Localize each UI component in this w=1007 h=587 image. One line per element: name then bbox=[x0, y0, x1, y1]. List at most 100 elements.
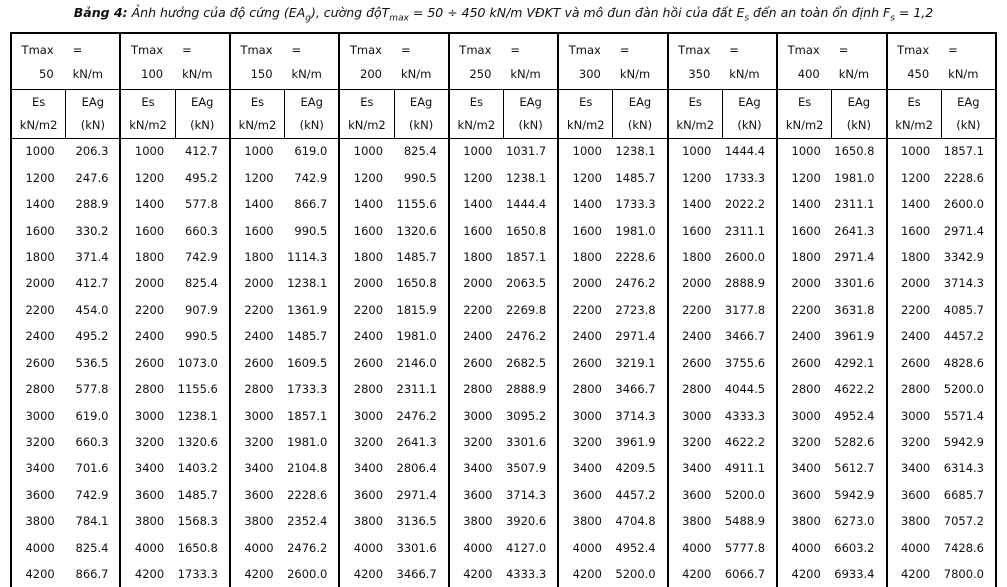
es-cell: 1800 bbox=[228, 243, 285, 271]
eag-cell: 1857.1 bbox=[505, 249, 547, 264]
es-cell: 2600 bbox=[228, 349, 285, 376]
group-header-unit: kN/m bbox=[400, 66, 432, 81]
eag-header-unit: (kN) bbox=[299, 117, 324, 132]
group-header-unit: kN/m bbox=[72, 66, 103, 81]
group-header-cell: Tmax = 250 kN/m bbox=[447, 33, 559, 90]
es-header-symbol: Es bbox=[798, 94, 812, 109]
group-header-unit: kN/m bbox=[948, 66, 979, 81]
eag-cell: 2888.9 bbox=[505, 382, 547, 397]
es-cell: 2600 bbox=[10, 349, 66, 376]
es-cell: 2400 bbox=[119, 323, 176, 350]
es-cell: 3800 bbox=[447, 508, 504, 535]
es-cell: 1000 bbox=[447, 138, 504, 165]
eag-cell: 2723.8 bbox=[615, 302, 656, 317]
es-cell: 2200 bbox=[447, 296, 504, 324]
es-cell: 4000 bbox=[119, 534, 176, 561]
es-cell: 1000 bbox=[557, 138, 613, 165]
es-cell: 3800 bbox=[557, 508, 613, 535]
eag-cell: 454.0 bbox=[75, 302, 109, 317]
eag-cell: 3095.2 bbox=[505, 408, 547, 423]
eag-cell: 577.8 bbox=[75, 382, 109, 397]
table-row: 3600 742.9 3600 1485.7 3600 2228.6 3600 2971.4 3… bbox=[10, 481, 996, 509]
es-cell: 3200 bbox=[119, 428, 176, 456]
eag-cell: 2228.6 bbox=[287, 487, 328, 502]
es-cell: 1400 bbox=[776, 190, 832, 218]
eag-cell: 784.1 bbox=[75, 514, 109, 529]
eag-cell: 1733.3 bbox=[724, 170, 766, 185]
eag-cell: 5282.6 bbox=[834, 435, 875, 450]
es-cell: 2200 bbox=[776, 296, 832, 324]
es-cell: 4200 bbox=[447, 561, 504, 587]
group-header-unit: kN/m bbox=[291, 66, 322, 81]
eag-cell: 495.2 bbox=[75, 329, 109, 344]
eag-cell: 1857.1 bbox=[287, 408, 328, 423]
es-cell: 3600 bbox=[557, 481, 613, 509]
eag-cell: 1444.4 bbox=[505, 197, 547, 212]
eag-cell: 3466.7 bbox=[724, 329, 766, 344]
eag-cell: 2022.2 bbox=[724, 197, 766, 212]
eag-cell: 6314.3 bbox=[943, 461, 984, 476]
es-cell: 3600 bbox=[228, 481, 285, 509]
eag-cell: 742.9 bbox=[184, 249, 218, 264]
eag-header-symbol: EAg bbox=[628, 94, 652, 109]
es-cell: 1400 bbox=[557, 190, 613, 218]
eag-cell: 5571.4 bbox=[943, 408, 984, 423]
eag-cell: 990.5 bbox=[403, 170, 437, 185]
table-row: 2000 412.7 2000 825.4 2000 1238.1 2000 1650.8 20… bbox=[10, 270, 996, 297]
column-header-row: Es kN/m2 EAg (kN) Es kN/m2 EAg (kN) Es k… bbox=[10, 89, 996, 139]
es-column-header: Es kN/m2 bbox=[666, 89, 723, 139]
table-row: 3400 701.6 3400 1403.2 3400 2104.8 3400 2806.4 3… bbox=[10, 455, 996, 482]
eag-cell: 990.5 bbox=[184, 329, 218, 344]
group-header-tmax-value: 450 bbox=[907, 66, 930, 81]
es-cell: 4000 bbox=[10, 534, 66, 561]
es-header-unit: kN/m2 bbox=[19, 117, 58, 132]
group-header-cell: Tmax = 450 kN/m bbox=[885, 33, 996, 90]
es-cell: 3600 bbox=[885, 481, 942, 509]
table-row: 2400 495.2 2400 990.5 2400 1485.7 2400 1981.0 24… bbox=[10, 323, 996, 350]
es-header-unit: kN/m2 bbox=[457, 117, 496, 132]
es-cell: 2200 bbox=[228, 296, 285, 324]
eag-header-symbol: EAg bbox=[847, 94, 871, 109]
group-header-unit: kN/m bbox=[619, 66, 651, 81]
eag-cell: 2971.4 bbox=[943, 223, 984, 238]
es-cell: 3400 bbox=[666, 455, 723, 482]
eag-cell: 3301.6 bbox=[396, 540, 437, 555]
group-header-equals: = bbox=[948, 42, 958, 57]
eag-cell: 866.7 bbox=[294, 197, 328, 212]
group-header-cell: Tmax = 300 kN/m bbox=[557, 33, 668, 90]
es-cell: 3400 bbox=[557, 455, 613, 482]
es-cell: 3000 bbox=[666, 402, 723, 429]
table-row: 1400 288.9 1400 577.8 1400 866.7 1400 1155.6 140… bbox=[10, 190, 996, 218]
group-header-equals: = bbox=[182, 42, 192, 57]
eag-cell: 1568.3 bbox=[177, 514, 218, 529]
eag-cell: 7800.0 bbox=[943, 567, 984, 582]
eag-cell: 742.9 bbox=[75, 487, 109, 502]
eag-cell: 4457.2 bbox=[615, 487, 656, 502]
table-row: 2800 577.8 2800 1155.6 2800 1733.3 2800 2311.1 2… bbox=[10, 375, 996, 403]
eag-cell: 1609.5 bbox=[287, 355, 328, 370]
eag-cell: 3507.9 bbox=[505, 461, 547, 476]
eag-cell: 4292.1 bbox=[834, 355, 875, 370]
es-cell: 1800 bbox=[666, 243, 723, 271]
eag-cell: 288.9 bbox=[75, 197, 109, 212]
eag-cell: 1733.3 bbox=[287, 382, 328, 397]
eag-cell: 742.9 bbox=[294, 170, 328, 185]
eag-cell: 3219.1 bbox=[615, 355, 656, 370]
eag-header-unit: (kN) bbox=[627, 117, 653, 132]
eag-cell: 1733.3 bbox=[177, 567, 218, 582]
eag-column-header: EAg (kN) bbox=[721, 89, 778, 139]
table-row: 2200 454.0 2200 907.9 2200 1361.9 2200 1815.9 22… bbox=[10, 296, 996, 324]
es-cell: 2600 bbox=[666, 349, 723, 376]
table-row: 3000 619.0 3000 1238.1 3000 1857.1 3000 2476.2 3… bbox=[10, 402, 996, 429]
es-cell: 1400 bbox=[119, 190, 176, 218]
group-header-tmax-value: 250 bbox=[469, 66, 492, 81]
es-column-header: Es kN/m2 bbox=[119, 89, 176, 139]
es-cell: 1600 bbox=[228, 217, 285, 244]
group-header-equals: = bbox=[291, 42, 302, 57]
eag-column-header: EAg (kN) bbox=[174, 89, 230, 139]
eag-cell: 1650.8 bbox=[396, 276, 437, 291]
es-cell: 1800 bbox=[776, 243, 832, 271]
es-cell: 4200 bbox=[10, 561, 66, 587]
eag-cell: 1238.1 bbox=[287, 276, 328, 291]
